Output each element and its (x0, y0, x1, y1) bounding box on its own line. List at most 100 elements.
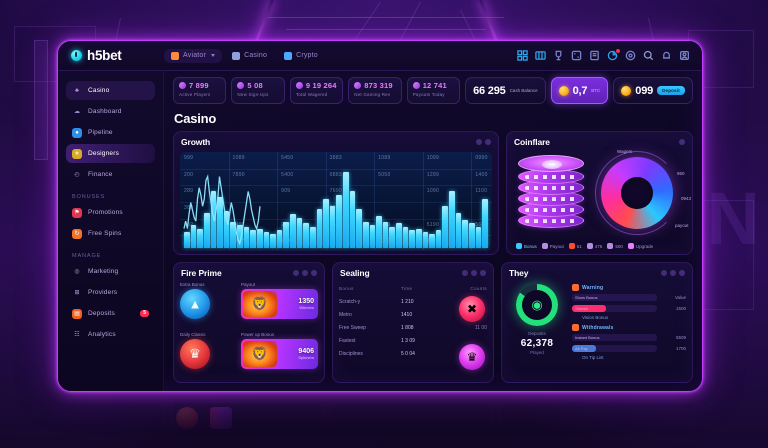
table-cell: 1410 (401, 311, 413, 318)
cash-icon (412, 82, 420, 89)
card-controls[interactable] (476, 139, 491, 145)
chart-bar (462, 219, 468, 248)
stat-card[interactable]: 7 899 Active Players (173, 77, 227, 104)
chart-bar (455, 212, 462, 248)
chart-area: 9991089545038831089109909909691586020078… (180, 152, 492, 250)
promo-row[interactable]: Instant Bonus 5509 (572, 333, 686, 342)
sidebar-item-analytics[interactable]: ☷ Analytics (66, 325, 155, 344)
stat-card[interactable]: 9 19 264 Total Wagered (289, 77, 344, 104)
sidebar-item-deposits[interactable]: ▤ Deposits 5 (66, 304, 155, 323)
game-glyph-icon: ♛ (189, 346, 201, 361)
table-row[interactable]: Scratch-y 1 210 (339, 295, 487, 308)
chart-bar (283, 221, 289, 248)
table-row[interactable]: Free Sweep 1 808 11 00 (339, 321, 487, 334)
wallet-btc[interactable]: 0,7 BTC (550, 77, 609, 104)
bell-icon[interactable] (661, 50, 672, 61)
card-control-dot[interactable] (679, 270, 685, 276)
sidebar-item-finance[interactable]: ◴ Finance (66, 165, 155, 184)
brand-logo[interactable]: h5bet (58, 48, 164, 63)
chart-cell-number: 5281 (330, 238, 342, 244)
wallet-cash-balance[interactable]: 66 295 Cash Balance (465, 77, 546, 104)
promo-row-label: Stream (575, 306, 588, 311)
sidebar-item-label: Casino (88, 87, 110, 94)
card-control-dot[interactable] (462, 270, 468, 276)
chart-cell-number: 5400 (281, 171, 294, 178)
sidebar-item-free-spins[interactable]: ↻ Free Spins (66, 224, 155, 243)
stat-card[interactable]: 12 741 Payouts Today (406, 77, 461, 104)
user-icon[interactable] (679, 50, 690, 61)
card-control-dot[interactable] (679, 139, 685, 145)
slots-icon[interactable] (535, 50, 546, 61)
card-controls[interactable] (293, 270, 317, 276)
promo-row[interactable]: Show Bonus Value (572, 293, 686, 302)
table-row[interactable]: Fastest 1 3 09 (339, 334, 487, 347)
topnav-item-aviator[interactable]: Aviator (164, 48, 223, 63)
trophy-icon[interactable] (553, 50, 564, 61)
sidebar: ♣ Casino ☁ Dashboard ● Pipeline ★ Designers ◴ Fin… (58, 71, 164, 391)
donut-label: payout (675, 223, 689, 228)
card-control-dot[interactable] (311, 270, 317, 276)
card-control-dot[interactable] (670, 270, 676, 276)
table-row[interactable]: Disciplines 5 0 04 (339, 347, 487, 360)
promo-row[interactable]: Alt Pay 1700 (572, 344, 686, 353)
card-control-dot[interactable] (485, 139, 491, 145)
wallet-balance[interactable]: 099 Deposit (613, 77, 693, 104)
sidebar-item-label: Finance (88, 171, 113, 178)
stat-value: 873 319 (364, 81, 393, 90)
stat-value: 7 899 (189, 81, 209, 90)
card-controls[interactable] (661, 270, 685, 276)
flame-icon (171, 51, 179, 60)
dice-icon[interactable] (571, 50, 582, 61)
sidebar-item-casino[interactable]: ♣ Casino (66, 81, 155, 100)
game-thumbnail[interactable]: ✖ (459, 296, 485, 322)
sidebar-item-marketing[interactable]: ◎ Marketing (66, 262, 155, 281)
card-controls[interactable] (462, 270, 486, 276)
promo-link[interactable]: Vision Bonus (582, 315, 609, 320)
card-control-dot[interactable] (476, 139, 482, 145)
stat-card[interactable]: 873 319 Net Gaming Rev (348, 77, 402, 104)
book-icon[interactable] (589, 50, 600, 61)
sidebar-item-designers[interactable]: ★ Designers (66, 144, 155, 163)
chart-bar (382, 221, 389, 248)
tile-values: 1350 Winners (298, 298, 314, 310)
search-icon[interactable] (643, 50, 654, 61)
game-thumbnail[interactable]: ♛ (459, 344, 485, 370)
chart-pie-icon[interactable] (607, 48, 621, 61)
table-row[interactable]: Metro 1410 (339, 308, 487, 321)
sidebar-item-pipeline[interactable]: ● Pipeline (66, 123, 155, 142)
game-orb-column[interactable]: Daily Classic ♛ (180, 332, 236, 378)
stat-card[interactable]: 5 08 New Sign-Ups (231, 77, 285, 104)
promo-row[interactable]: Stream 1500 (572, 304, 686, 313)
page-title: Casino (174, 111, 217, 126)
game-orb-column[interactable]: Extra Bonus ▲ (180, 282, 236, 328)
sidebar-item-promotions[interactable]: ⚑ Promotions (66, 203, 155, 222)
card-control-dot[interactable] (480, 270, 486, 276)
promo-row-label: Instant Bonus (575, 335, 600, 340)
card-control-dot[interactable] (293, 270, 299, 276)
game-orb[interactable]: ▲ (180, 289, 210, 319)
donut-legend-item: Payout (541, 243, 564, 249)
grid-icon[interactable] (517, 50, 528, 61)
chart-bar (303, 223, 309, 248)
card-control-dot[interactable] (302, 270, 308, 276)
target-icon[interactable] (625, 50, 636, 61)
sidebar-item-providers[interactable]: ⊞ Providers (66, 283, 155, 302)
card-control-dot[interactable] (471, 270, 477, 276)
topnav-item-casino[interactable]: Casino (225, 49, 274, 63)
tile-values: 9406 Spinners (298, 348, 314, 360)
sidebar-item-dashboard[interactable]: ☁ Dashboard (66, 102, 155, 121)
card-controls[interactable] (679, 139, 685, 145)
promo-link[interactable]: On Tip List (582, 355, 604, 360)
card-control-dot[interactable] (661, 270, 667, 276)
tile-amount: 1350 (298, 298, 314, 305)
deposit-button[interactable]: Deposit (657, 86, 685, 95)
topnav-item-crypto[interactable]: Crypto (277, 49, 325, 63)
chart-cell-number: 7200 (475, 238, 487, 244)
game-orb[interactable]: ♛ (180, 339, 210, 369)
chart-bar (343, 172, 349, 248)
